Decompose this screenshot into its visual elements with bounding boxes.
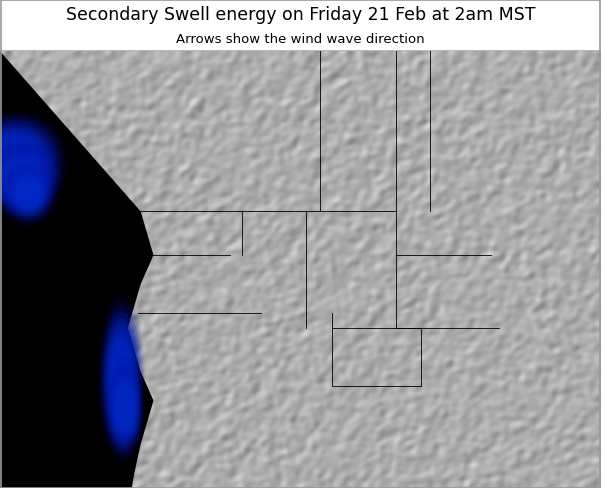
Ellipse shape [106,324,137,433]
Ellipse shape [105,318,138,440]
Ellipse shape [0,144,59,214]
Ellipse shape [99,300,144,458]
Ellipse shape [7,170,49,218]
Ellipse shape [117,386,134,430]
Ellipse shape [0,142,62,217]
Ellipse shape [103,312,140,446]
Ellipse shape [106,361,145,455]
Ellipse shape [108,330,135,427]
Ellipse shape [109,368,142,448]
Ellipse shape [0,128,50,193]
Ellipse shape [2,165,53,223]
Ellipse shape [0,135,42,186]
Ellipse shape [109,336,133,421]
Ellipse shape [0,121,58,201]
Ellipse shape [111,343,132,415]
Ellipse shape [97,294,145,464]
Text: Arrows show the wind wave direction: Arrows show the wind wave direction [176,34,425,46]
Polygon shape [0,51,153,488]
Ellipse shape [11,175,45,213]
Ellipse shape [2,159,44,200]
Ellipse shape [0,131,46,189]
Ellipse shape [0,139,38,183]
Ellipse shape [0,109,69,211]
Ellipse shape [1,163,56,225]
Ellipse shape [105,357,146,459]
Ellipse shape [108,364,143,451]
Ellipse shape [0,113,66,208]
Text: Secondary Swell energy on Friday 21 Feb at 2am MST: Secondary Swell energy on Friday 21 Feb … [66,6,535,24]
Ellipse shape [13,177,43,211]
Ellipse shape [16,180,41,208]
Ellipse shape [112,375,139,441]
Ellipse shape [101,306,142,451]
Ellipse shape [0,150,53,208]
Ellipse shape [115,383,136,433]
Ellipse shape [0,124,53,197]
Ellipse shape [0,153,50,205]
Ellipse shape [0,147,56,211]
Ellipse shape [9,172,47,216]
Ellipse shape [0,156,47,203]
Ellipse shape [0,117,61,204]
Ellipse shape [114,379,137,437]
Ellipse shape [5,167,52,221]
Ellipse shape [0,139,65,220]
Ellipse shape [5,162,41,197]
Ellipse shape [111,371,140,444]
